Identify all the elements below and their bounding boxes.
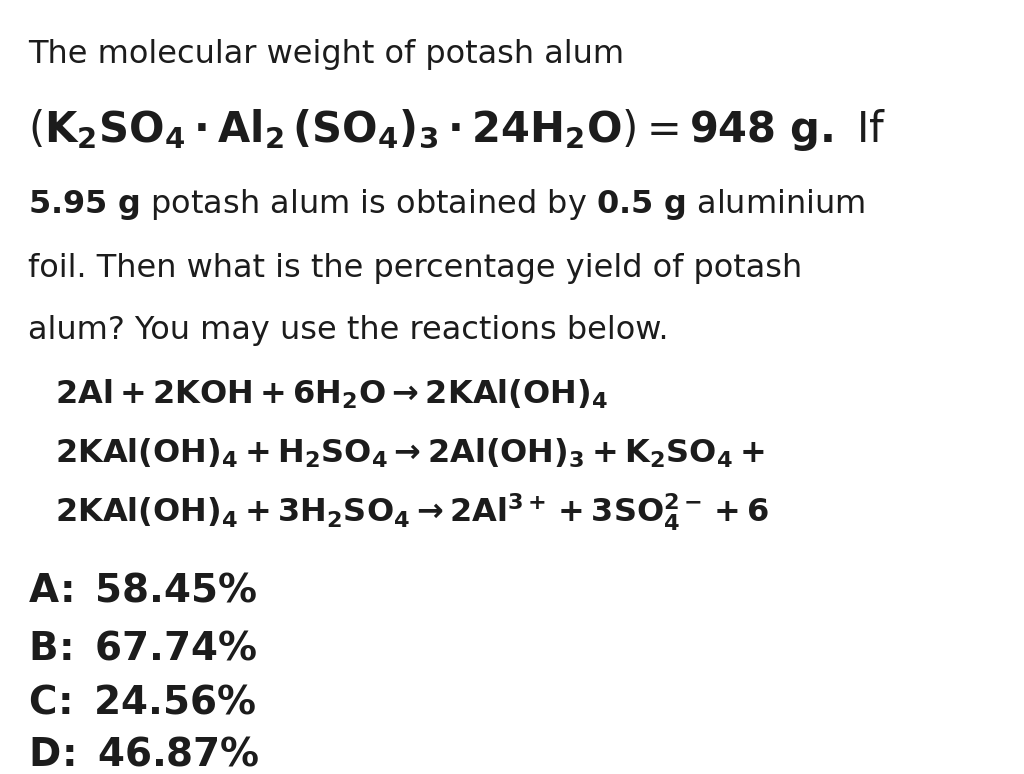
Text: The molecular weight of potash alum: The molecular weight of potash alum (28, 39, 624, 70)
Text: $\mathbf{D\!:}$ $\mathbf{46.87\%}$: $\mathbf{D\!:}$ $\mathbf{46.87\%}$ (28, 736, 259, 774)
Text: $\mathbf{A\!:}$ $\mathbf{58.45\%}$: $\mathbf{A\!:}$ $\mathbf{58.45\%}$ (28, 571, 258, 609)
Text: foil. Then what is the percentage yield of potash: foil. Then what is the percentage yield … (28, 252, 802, 283)
Text: $\mathbf{B\!:}$ $\mathbf{67.74\%}$: $\mathbf{B\!:}$ $\mathbf{67.74\%}$ (28, 629, 257, 667)
Text: $\mathbf{2KAl(OH)_4 + 3H_2SO_4 \rightarrow 2Al^{3+} + 3SO_4^{2-} + 6}$: $\mathbf{2KAl(OH)_4 + 3H_2SO_4 \rightarr… (55, 491, 770, 533)
Text: alum? You may use the reactions below.: alum? You may use the reactions below. (28, 316, 669, 347)
Text: $\mathbf{5.95\ g}$ potash alum is obtained by $\mathbf{0.5\ g}$ aluminium: $\mathbf{5.95\ g}$ potash alum is obtain… (28, 187, 865, 222)
Text: $(\mathbf{K_2SO_4 \cdot Al_2\,(SO_4)_3 \cdot 24H_2O}) = \mathbf{948\ g.}$ If: $(\mathbf{K_2SO_4 \cdot Al_2\,(SO_4)_3 \… (28, 107, 886, 153)
Text: $\mathbf{2KAl(OH)_4 + H_2SO_4 \rightarrow 2Al(OH)_3 + K_2SO_4 +}$: $\mathbf{2KAl(OH)_4 + H_2SO_4 \rightarro… (55, 437, 765, 470)
Text: $\mathbf{C\!:}$ $\mathbf{24.56\%}$: $\mathbf{C\!:}$ $\mathbf{24.56\%}$ (28, 684, 256, 722)
Text: $\mathbf{2Al + 2KOH + 6H_2O \rightarrow 2KAl(OH)_4}$: $\mathbf{2Al + 2KOH + 6H_2O \rightarrow … (55, 377, 608, 411)
